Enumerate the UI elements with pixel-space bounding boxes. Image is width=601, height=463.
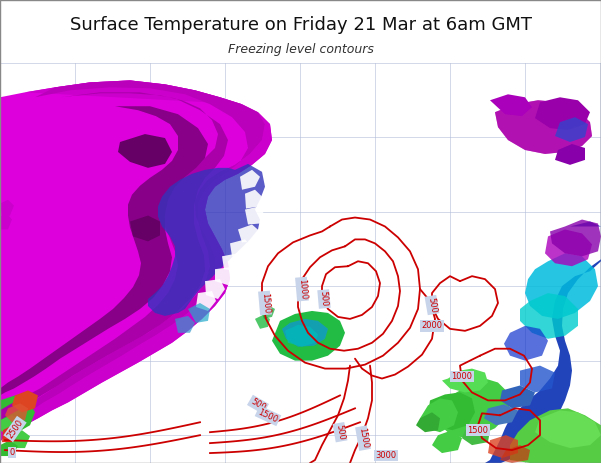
Text: 0: 0 <box>10 448 14 457</box>
Text: 2000: 2000 <box>421 321 442 331</box>
Text: 1500: 1500 <box>257 407 279 424</box>
Text: 3000: 3000 <box>376 451 397 460</box>
Text: 500: 500 <box>249 397 267 413</box>
Text: Surface Temperature on Friday 21 Mar at 6am GMT: Surface Temperature on Friday 21 Mar at … <box>70 16 531 34</box>
Text: 500: 500 <box>319 291 329 307</box>
Text: 2500: 2500 <box>5 418 25 440</box>
Text: 1500: 1500 <box>260 292 270 314</box>
Text: 1000: 1000 <box>451 372 472 381</box>
Text: 1500: 1500 <box>468 425 489 435</box>
Text: 500: 500 <box>334 424 346 441</box>
Text: Freezing level contours: Freezing level contours <box>228 43 373 56</box>
Text: 500: 500 <box>426 296 438 313</box>
Text: 1000: 1000 <box>297 278 307 300</box>
Text: 1500: 1500 <box>357 427 369 449</box>
